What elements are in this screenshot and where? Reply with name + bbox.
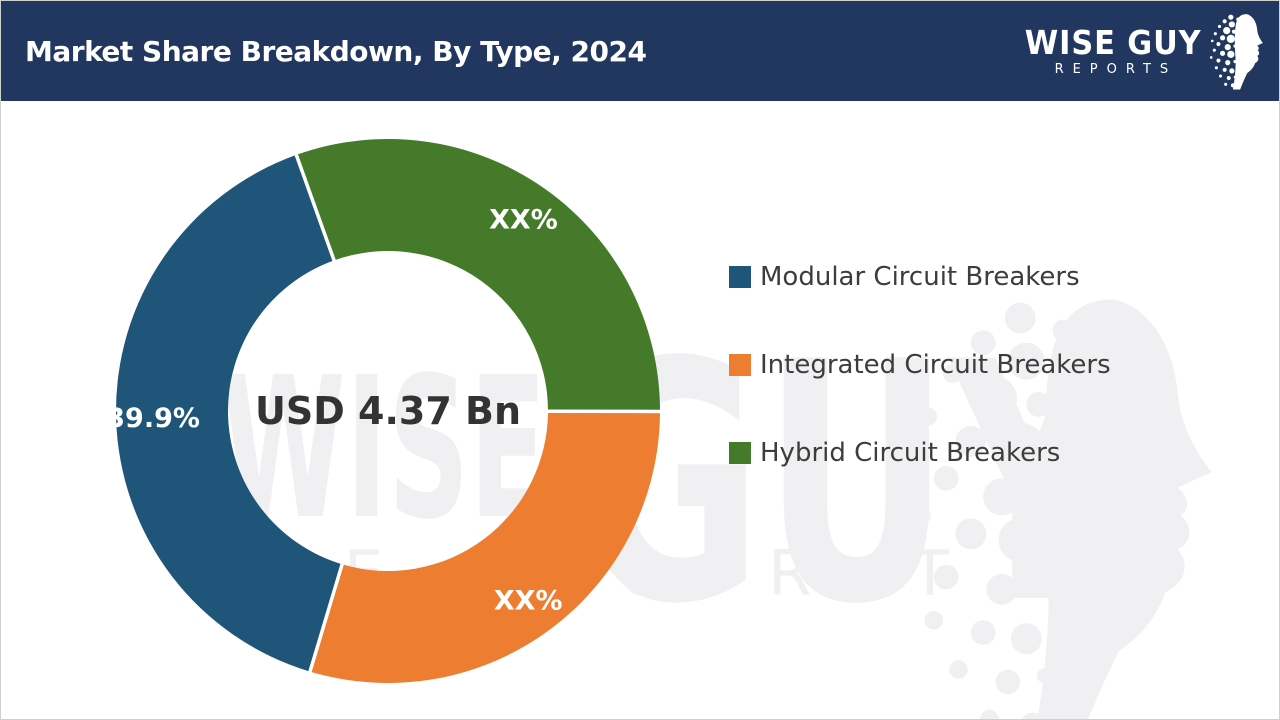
face-profile-dots-icon [1209,14,1263,90]
segment-gap-line [294,153,337,263]
donut-svg: XX% XX% 39.9% [115,138,661,683]
legend-item: Integrated Circuit Breakers [729,350,1111,380]
segment-value-label: XX% [489,205,558,236]
wiseguy-logo: WISE GUY REPORTS [1017,11,1267,91]
segment-gap-line [308,561,345,674]
legend-item: Modular Circuit Breakers [729,262,1111,292]
chart-center-value: USD 4.37 Bn [255,389,521,433]
donut-chart: XX% XX% 39.9% USD 4.37 Bn [115,138,661,684]
segment-value-label: 39.9% [115,403,200,434]
donut-segment [310,411,660,683]
chart-legend: Modular Circuit Breakers Integrated Circu… [729,262,1111,526]
header-bar: Market Share Breakdown, By Type, 2024 WI… [1,1,1279,101]
chart-area: WISE GUY R E P O R T S XX% XX% 39.9% USD 4… [1,101,1279,719]
segment-value-label: XX% [494,585,563,616]
logo-subtext: REPORTS [1054,62,1178,77]
legend-swatch [729,266,751,288]
logo-wordmark: WISE GUY [1024,23,1202,62]
legend-item: Hybrid Circuit Breakers [729,438,1111,468]
donut-segment [296,138,660,412]
legend-label: Integrated Circuit Breakers [760,350,1111,380]
legend-swatch [729,354,751,376]
legend-swatch [729,442,751,464]
donut-segment [115,154,343,672]
legend-label: Modular Circuit Breakers [760,262,1080,292]
legend-label: Hybrid Circuit Breakers [760,438,1061,468]
report-title: Market Share Breakdown, By Type, 2024 [25,34,647,68]
